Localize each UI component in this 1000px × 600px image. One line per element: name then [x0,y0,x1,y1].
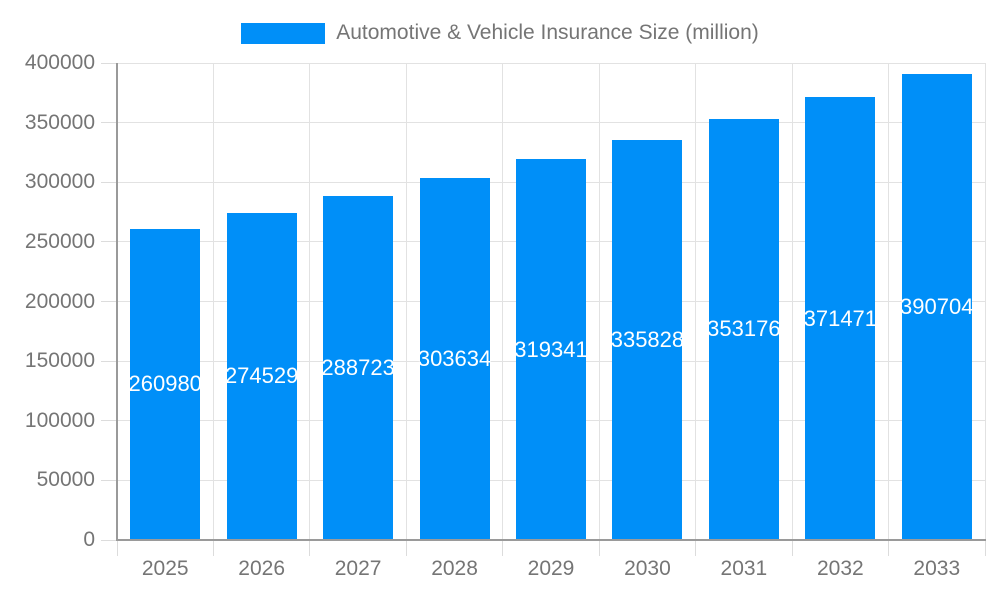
y-axis-label: 250000 [24,229,95,253]
x-axis-label: 2025 [141,557,189,580]
x-axis-tick [405,540,407,556]
y-axis-tick [101,241,117,243]
x-axis-label: 2032 [816,557,864,580]
y-axis-label: 50000 [36,468,95,492]
v-gridline [984,63,986,540]
y-axis-tick [101,181,117,183]
v-gridline [309,63,311,540]
y-axis-label: 150000 [24,349,95,373]
legend-swatch [241,22,326,44]
v-gridline [502,63,504,540]
bar-2026[interactable] [227,213,297,540]
x-axis-tick [791,540,793,556]
bar-2032[interactable] [805,97,875,540]
y-axis-tick [101,62,117,64]
x-axis-line [116,539,986,541]
plot-area: 0 50000 100000 150000 200000 250000 300000 3500… [25,51,986,580]
x-axis-tick [116,540,118,556]
x-axis-label: 2030 [624,557,671,580]
x-axis-tick [502,540,504,556]
y-axis-label: 0 [83,528,95,551]
h-gridline [117,122,985,124]
x-axis-label: 2033 [913,557,961,580]
y-axis-label: 300000 [24,170,95,194]
legend-item-series-0[interactable]: Automotive & Vehicle Insurance Size (mil… [241,21,759,45]
chart-legend: Automotive & Vehicle Insurance Size (mil… [0,21,1000,45]
y-axis-label: 200000 [24,289,95,313]
bar-2031[interactable] [709,119,779,540]
bar-2029[interactable] [516,159,586,540]
y-axis-line [116,63,118,540]
x-axis-tick [309,540,311,556]
v-gridline [405,63,407,540]
legend-label: Automotive & Vehicle Insurance Size (mil… [336,21,759,44]
v-gridline [212,63,214,540]
y-axis-tick [101,539,117,541]
y-axis-tick [101,301,117,302]
x-axis-label: 2026 [238,557,286,580]
x-axis-label: 2029 [527,557,575,580]
h-gridline [117,62,985,64]
bar-2030[interactable] [612,140,682,540]
x-axis-label: 2031 [720,557,768,580]
x-axis-tick [695,540,697,556]
y-axis-tick [101,360,117,362]
bar-2025[interactable] [130,229,200,540]
y-axis-label: 100000 [24,408,95,432]
v-gridline [888,63,890,540]
y-axis-label: 350000 [24,110,95,134]
x-axis-label: 2027 [334,557,382,580]
y-axis-tick [101,122,117,124]
v-gridline [598,63,600,540]
y-axis-label: 400000 [24,51,95,74]
y-axis-tick [101,420,117,422]
x-axis-tick [598,540,600,556]
x-axis-tick [212,540,214,556]
x-axis-label: 2028 [431,557,478,580]
x-axis-tick [984,540,986,556]
x-axis-tick [888,540,890,556]
bar-2027[interactable] [323,196,393,540]
bar-2028[interactable] [420,178,490,540]
v-gridline [791,63,793,540]
v-gridline [695,63,697,540]
y-axis-tick [101,479,117,481]
bar-2033[interactable] [902,74,972,540]
